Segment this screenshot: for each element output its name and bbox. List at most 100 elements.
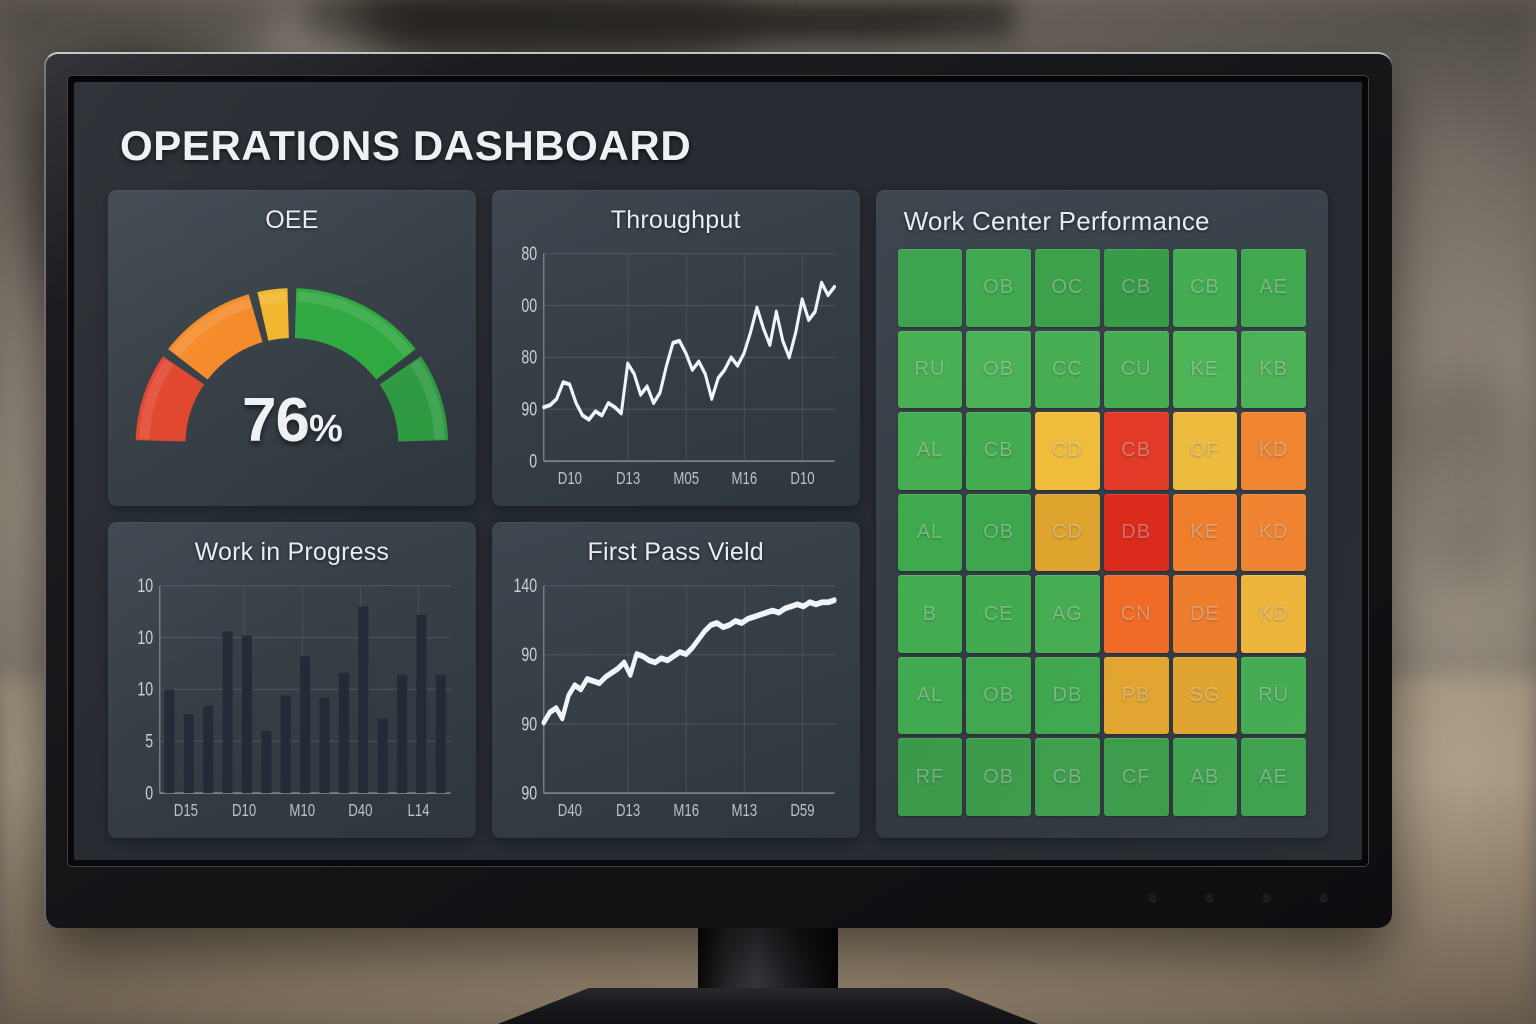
svg-text:M10: M10 [289, 801, 315, 820]
throughput-chart-body: 80 00 80 90 0 D10 D13 M05 M16 D10 [506, 241, 846, 494]
svg-text:00: 00 [521, 295, 537, 317]
operations-dashboard: OPERATIONS DASHBOARD OEE 76% [74, 82, 1362, 860]
heatmap-cell[interactable]: KE [1172, 493, 1238, 572]
heatmap-cell[interactable]: RU [1241, 656, 1306, 735]
heatmap-cell[interactable]: RU [897, 330, 963, 409]
wip-chart-body: 10 10 10 5 0 D15 D10 M10 D40 L14 [122, 573, 462, 826]
wip-bar [164, 689, 175, 794]
wip-bar [261, 730, 272, 794]
wip-bar [183, 714, 194, 794]
heatmap-cell[interactable]: RF [897, 738, 963, 816]
wip-bar [396, 674, 408, 794]
monitor-stand-neck [698, 924, 838, 1000]
wip-bar [416, 614, 427, 794]
heatmap-cell[interactable]: KD [1241, 575, 1306, 653]
heatmap-cell[interactable]: DB [1103, 493, 1169, 572]
gauge-segment-fair [257, 288, 289, 341]
heatmap-cell[interactable]: KB [1241, 330, 1306, 409]
panel-oee[interactable]: OEE 76% [108, 190, 476, 506]
wip-bar [300, 656, 311, 794]
heatmap-cell[interactable]: OC [1035, 249, 1100, 327]
heatmap-cell[interactable]: AL [897, 493, 963, 572]
panel-work-center-performance[interactable]: Work Center Performance OB OC CB CB AE RU OB CC… [875, 190, 1328, 838]
svg-text:D13: D13 [616, 469, 640, 488]
wip-bar [203, 705, 214, 794]
panel-work-in-progress[interactable]: Work in Progress 10 10 10 5 0 D15 D10 M10 D40 L14 [108, 522, 476, 838]
svg-text:D40: D40 [348, 801, 372, 820]
panel-first-pass-yield[interactable]: First Pass Vield 140 90 90 90 D40 D13 M16 M13 D5… [491, 522, 860, 838]
heatmap-cell[interactable]: CD [1035, 493, 1100, 572]
power-button-icon[interactable] [1148, 891, 1157, 901]
heatmap-cell[interactable]: KD [1241, 412, 1306, 490]
heatmap-cell[interactable]: KD [1241, 493, 1306, 572]
svg-text:10: 10 [137, 627, 153, 649]
heatmap-cell[interactable]: OB [966, 738, 1032, 816]
heatmap-cell[interactable] [897, 249, 963, 327]
svg-text:0: 0 [145, 782, 153, 804]
svg-text:D10: D10 [558, 469, 582, 488]
heatmap-cell[interactable]: OB [966, 656, 1032, 735]
heatmap-cell[interactable]: AE [1241, 738, 1306, 816]
heatmap-cell[interactable]: OB [966, 493, 1032, 572]
svg-text:80: 80 [521, 347, 537, 369]
heatmap-cell[interactable]: AL [897, 656, 963, 735]
up-button-icon[interactable] [1319, 891, 1328, 901]
heatmap-cell[interactable]: KE [1172, 330, 1238, 409]
panel-work-center-title: Work Center Performance [903, 206, 1210, 236]
svg-text:L14: L14 [407, 801, 429, 820]
heatmap-cell[interactable]: AL [897, 412, 963, 490]
bezel-control-buttons[interactable] [1148, 886, 1328, 906]
heatmap-cell[interactable]: CB [1035, 738, 1100, 816]
heatmap-cell[interactable]: DE [1172, 575, 1238, 653]
heatmap-cell[interactable]: CB [1103, 249, 1169, 327]
down-button-icon[interactable] [1262, 891, 1271, 901]
heatmap-cell[interactable]: CE [966, 575, 1032, 653]
heatmap-cell[interactable]: AG [1035, 575, 1100, 653]
heatmap-cell[interactable]: CC [1035, 330, 1100, 409]
panel-throughput[interactable]: Throughput 80 00 80 90 0 D10 D13 M05 M16 D10 [491, 190, 860, 506]
svg-text:M05: M05 [673, 469, 699, 488]
heatmap-cell[interactable]: CB [1172, 249, 1238, 327]
svg-text:D15: D15 [174, 801, 198, 820]
panel-throughput-title: Throughput [610, 206, 741, 234]
monitor-bezel: OPERATIONS DASHBOARD OEE 76% [68, 76, 1368, 866]
menu-button-icon[interactable] [1205, 891, 1214, 901]
heatmap-cell[interactable]: SG [1172, 656, 1238, 735]
heatmap-cell[interactable]: AB [1172, 738, 1238, 816]
heatmap-cell[interactable]: OF [1172, 412, 1238, 490]
oee-gauge-chart [135, 288, 449, 442]
heatmap-cell[interactable]: OB [966, 330, 1032, 409]
oee-gauge-body: 76% [122, 241, 462, 494]
fpy-line-chart: 140 90 90 90 D40 D13 M16 M13 D59 [513, 575, 837, 820]
heatmap-cell[interactable]: CD [1035, 412, 1100, 490]
wip-bar [358, 606, 369, 794]
svg-text:90: 90 [521, 644, 537, 666]
heatmap-cell[interactable]: CB [966, 412, 1032, 490]
heatmap-cell[interactable]: B [897, 575, 963, 653]
heatmap-cell[interactable]: OB [966, 249, 1032, 327]
monitor-screen: OPERATIONS DASHBOARD OEE 76% [74, 82, 1362, 860]
svg-text:D59: D59 [790, 801, 814, 820]
wip-bar-chart: 10 10 10 5 0 D15 D10 M10 D40 L14 [137, 575, 451, 820]
heatmap-cell[interactable]: CB [1103, 412, 1169, 490]
page-title: OPERATIONS DASHBOARD [120, 122, 692, 169]
svg-text:D40: D40 [558, 801, 582, 820]
background-blur-shape [1397, 368, 1536, 589]
heatmap-cell[interactable]: CU [1103, 330, 1169, 409]
wip-bar [435, 674, 446, 794]
heatmap-cell[interactable]: CF [1103, 738, 1169, 816]
svg-text:D10: D10 [232, 801, 256, 820]
wip-bar [338, 672, 349, 794]
heatmap-cell[interactable]: CN [1103, 575, 1169, 653]
svg-text:140: 140 [513, 575, 537, 597]
heatmap-cell[interactable]: AE [1241, 249, 1306, 327]
svg-text:M16: M16 [731, 469, 757, 488]
heatmap-cell[interactable]: DB [1035, 656, 1100, 735]
panel-fpy-title: First Pass Vield [587, 538, 764, 566]
heatmap-cell[interactable]: PB [1103, 656, 1169, 735]
svg-text:90: 90 [521, 782, 537, 804]
gauge-segment-good [294, 288, 416, 380]
wip-bar [377, 718, 388, 794]
gauge-segment-poor [168, 294, 263, 380]
wip-bar [319, 697, 330, 794]
